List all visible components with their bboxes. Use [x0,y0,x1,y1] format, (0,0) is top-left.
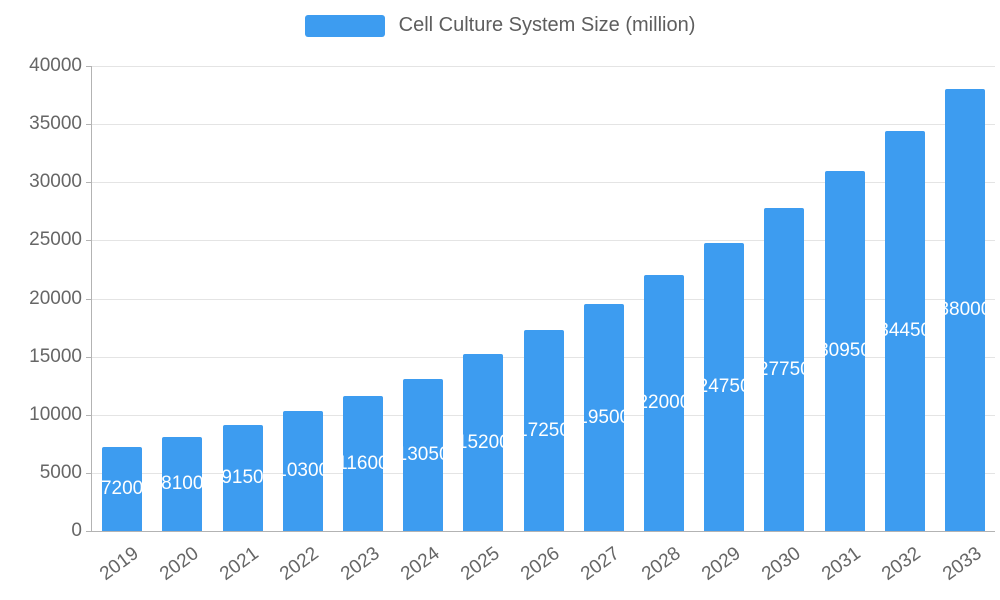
x-axis-label: 2033 [938,543,986,585]
y-axis-label: 30000 [29,171,82,193]
bar[interactable]: 27750 [764,208,805,531]
bar-value-label: 11600 [343,452,383,474]
x-axis-label: 2019 [95,543,143,585]
bar-value-label: 19500 [584,406,624,428]
x-axis-label: 2020 [156,543,203,585]
y-axis-line [91,66,92,531]
bar-value-label: 8100 [162,472,203,494]
y-axis-tick [86,472,92,474]
bar[interactable]: 15200 [463,354,504,531]
bar-value-label: 38000 [945,299,985,321]
gridline [92,298,995,300]
bar-value-label: 15200 [463,431,503,453]
bar[interactable]: 17250 [523,330,564,531]
bar[interactable]: 13050 [403,379,444,531]
x-axis-line [91,531,995,532]
bar[interactable]: 10300 [282,411,323,531]
y-axis-tick [86,182,92,184]
y-axis-tick [86,298,92,300]
bar-value-label: 34450 [885,319,925,341]
y-axis-label: 10000 [29,403,82,425]
bar-value-label: 10300 [283,460,323,482]
bar-value-label: 13050 [403,444,443,466]
y-axis-tick [86,531,92,532]
x-axis-label: 2029 [697,543,745,585]
bar[interactable]: 8100 [162,436,203,531]
legend-swatch [304,14,385,37]
x-axis-label: 2023 [336,543,384,585]
y-axis-label: 15000 [29,345,82,367]
bar[interactable]: 9150 [222,424,263,531]
x-axis-label: 2027 [577,543,625,585]
bar[interactable]: 7200 [102,447,143,531]
bar-value-label: 30950 [825,340,865,362]
y-axis-tick [86,240,92,242]
gridline [92,182,995,184]
x-axis-label: 2025 [457,543,504,585]
gridline [92,124,995,126]
y-axis-label: 0 [71,520,82,541]
legend-label: Cell Culture System Size (million) [398,14,696,36]
x-axis-label: 2032 [878,543,926,585]
bar-value-label: 27750 [764,358,804,380]
y-axis-tick [86,356,92,358]
bar[interactable]: 34450 [884,130,925,531]
bar[interactable]: 38000 [944,89,985,531]
bar[interactable]: 24750 [704,243,745,531]
x-axis-label: 2026 [517,543,564,585]
x-axis-label: 2030 [758,543,805,585]
bar[interactable]: 22000 [643,275,684,531]
x-axis-label: 2021 [216,543,263,585]
bar-value-label: 24750 [704,376,744,398]
bar[interactable]: 30950 [824,171,865,531]
x-axis-label: 2024 [396,543,444,585]
legend[interactable]: Cell Culture System Size (million) [0,14,1000,37]
gridline [92,66,995,67]
bar-value-label: 17250 [524,419,564,441]
x-axis-label: 2022 [276,543,324,585]
y-axis-tick [86,414,92,416]
y-axis-label: 25000 [29,229,82,251]
y-axis-label: 20000 [29,287,82,309]
y-axis-tick [86,124,92,126]
y-axis-label: 5000 [39,461,82,483]
bar[interactable]: 11600 [342,396,383,531]
bar-value-label: 7200 [102,478,143,500]
y-axis-tick [86,66,92,67]
bar[interactable]: 19500 [583,304,624,531]
y-axis-label: 35000 [29,113,82,135]
bar-value-label: 22000 [644,392,684,414]
x-axis-label: 2031 [818,543,865,585]
x-axis-label: 2028 [637,543,685,585]
y-axis-label: 40000 [29,55,82,76]
gridline [92,240,995,242]
bar-value-label: 9150 [222,466,263,488]
